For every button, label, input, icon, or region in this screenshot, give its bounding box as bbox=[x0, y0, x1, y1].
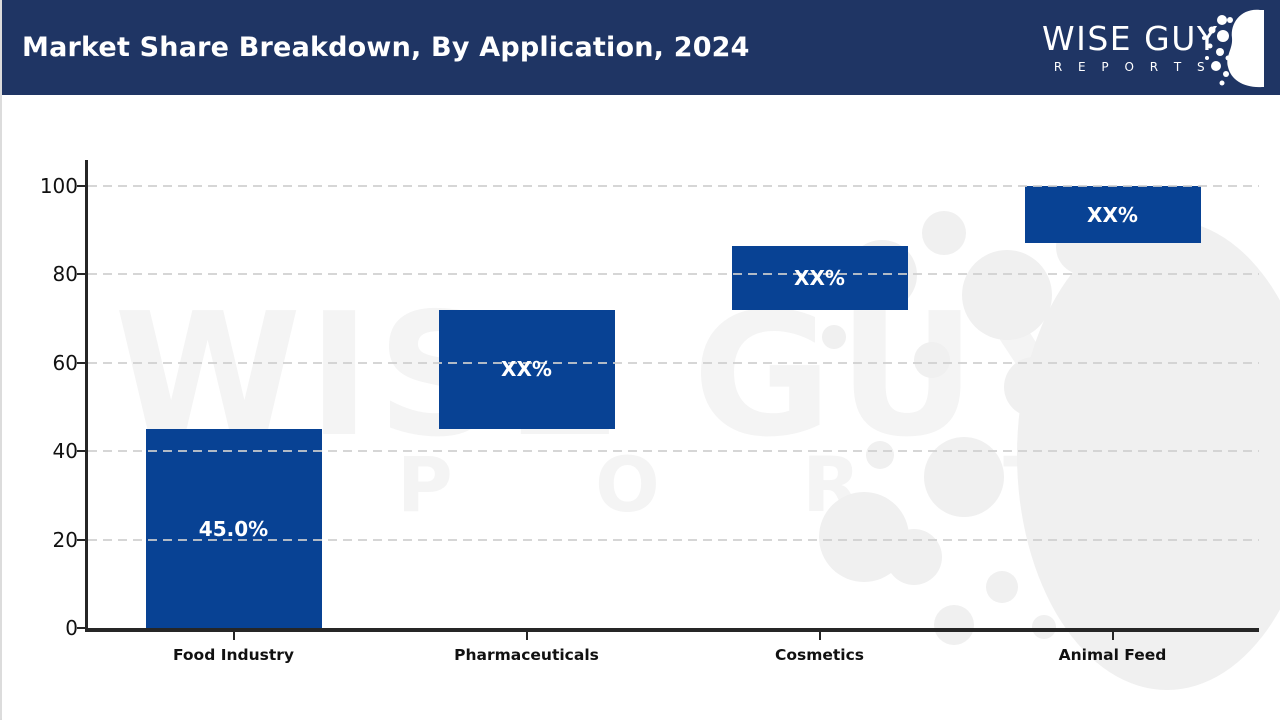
y-tick-mark bbox=[77, 361, 85, 364]
x-category-label-pharmaceuticals: Pharmaceuticals bbox=[454, 646, 599, 664]
y-tick-mark bbox=[77, 538, 85, 541]
gridline-100 bbox=[88, 185, 1259, 187]
x-tick-mark bbox=[525, 632, 528, 640]
y-tick-label-0: 0 bbox=[65, 616, 78, 640]
bar-animal-feed bbox=[1024, 186, 1201, 244]
gridline-40 bbox=[88, 450, 1259, 453]
x-tick-mark bbox=[1111, 632, 1114, 640]
chart-area: WISE GUY P O R T S 45.0% XX% XX% XX% 0 20 40 6… bbox=[2, 95, 1280, 720]
bar-pharmaceuticals bbox=[438, 309, 615, 430]
x-category-label-animal-feed: Animal Feed bbox=[1058, 646, 1167, 664]
bar-value-label: XX% bbox=[1087, 202, 1138, 227]
gridline-60 bbox=[88, 361, 1259, 364]
y-tick-label-40: 40 bbox=[52, 439, 78, 464]
bar-cosmetics bbox=[731, 245, 908, 310]
wise-guy-reports-logo: WISE GUY R E P O R T S bbox=[1014, 8, 1264, 90]
y-tick-mark bbox=[77, 185, 85, 187]
logo-subtitle: R E P O R T S bbox=[1053, 60, 1211, 74]
y-tick-label-60: 60 bbox=[52, 350, 78, 375]
y-axis-line bbox=[85, 160, 88, 628]
y-tick-mark bbox=[77, 273, 85, 276]
y-tick-mark bbox=[77, 450, 85, 453]
header-banner: Market Share Breakdown, By Application, … bbox=[2, 0, 1280, 95]
page-title: Market Share Breakdown, By Application, … bbox=[22, 32, 750, 63]
x-tick-mark bbox=[232, 632, 235, 640]
x-tick-mark bbox=[818, 632, 821, 640]
bar-value-label: XX% bbox=[501, 357, 552, 382]
y-tick-mark bbox=[77, 627, 85, 629]
x-category-label-food-industry: Food Industry bbox=[172, 646, 295, 664]
x-category-label-cosmetics: Cosmetics bbox=[774, 646, 865, 664]
gridline-20 bbox=[88, 538, 1259, 541]
logo-text: WISE GUY R E P O R T S bbox=[1042, 22, 1219, 74]
logo-face-icon bbox=[1202, 9, 1264, 88]
y-tick-label-100: 100 bbox=[39, 174, 78, 198]
logo-wordmark: WISE GUY bbox=[1042, 19, 1219, 58]
y-tick-label-20: 20 bbox=[52, 527, 78, 552]
x-axis-line bbox=[85, 628, 1259, 632]
bar-food-industry bbox=[145, 429, 322, 628]
y-tick-label-80: 80 bbox=[52, 262, 78, 287]
bar-value-label: XX% bbox=[794, 265, 845, 290]
bar-value-label: 45.0% bbox=[198, 516, 269, 541]
gridline-80 bbox=[88, 273, 1259, 276]
